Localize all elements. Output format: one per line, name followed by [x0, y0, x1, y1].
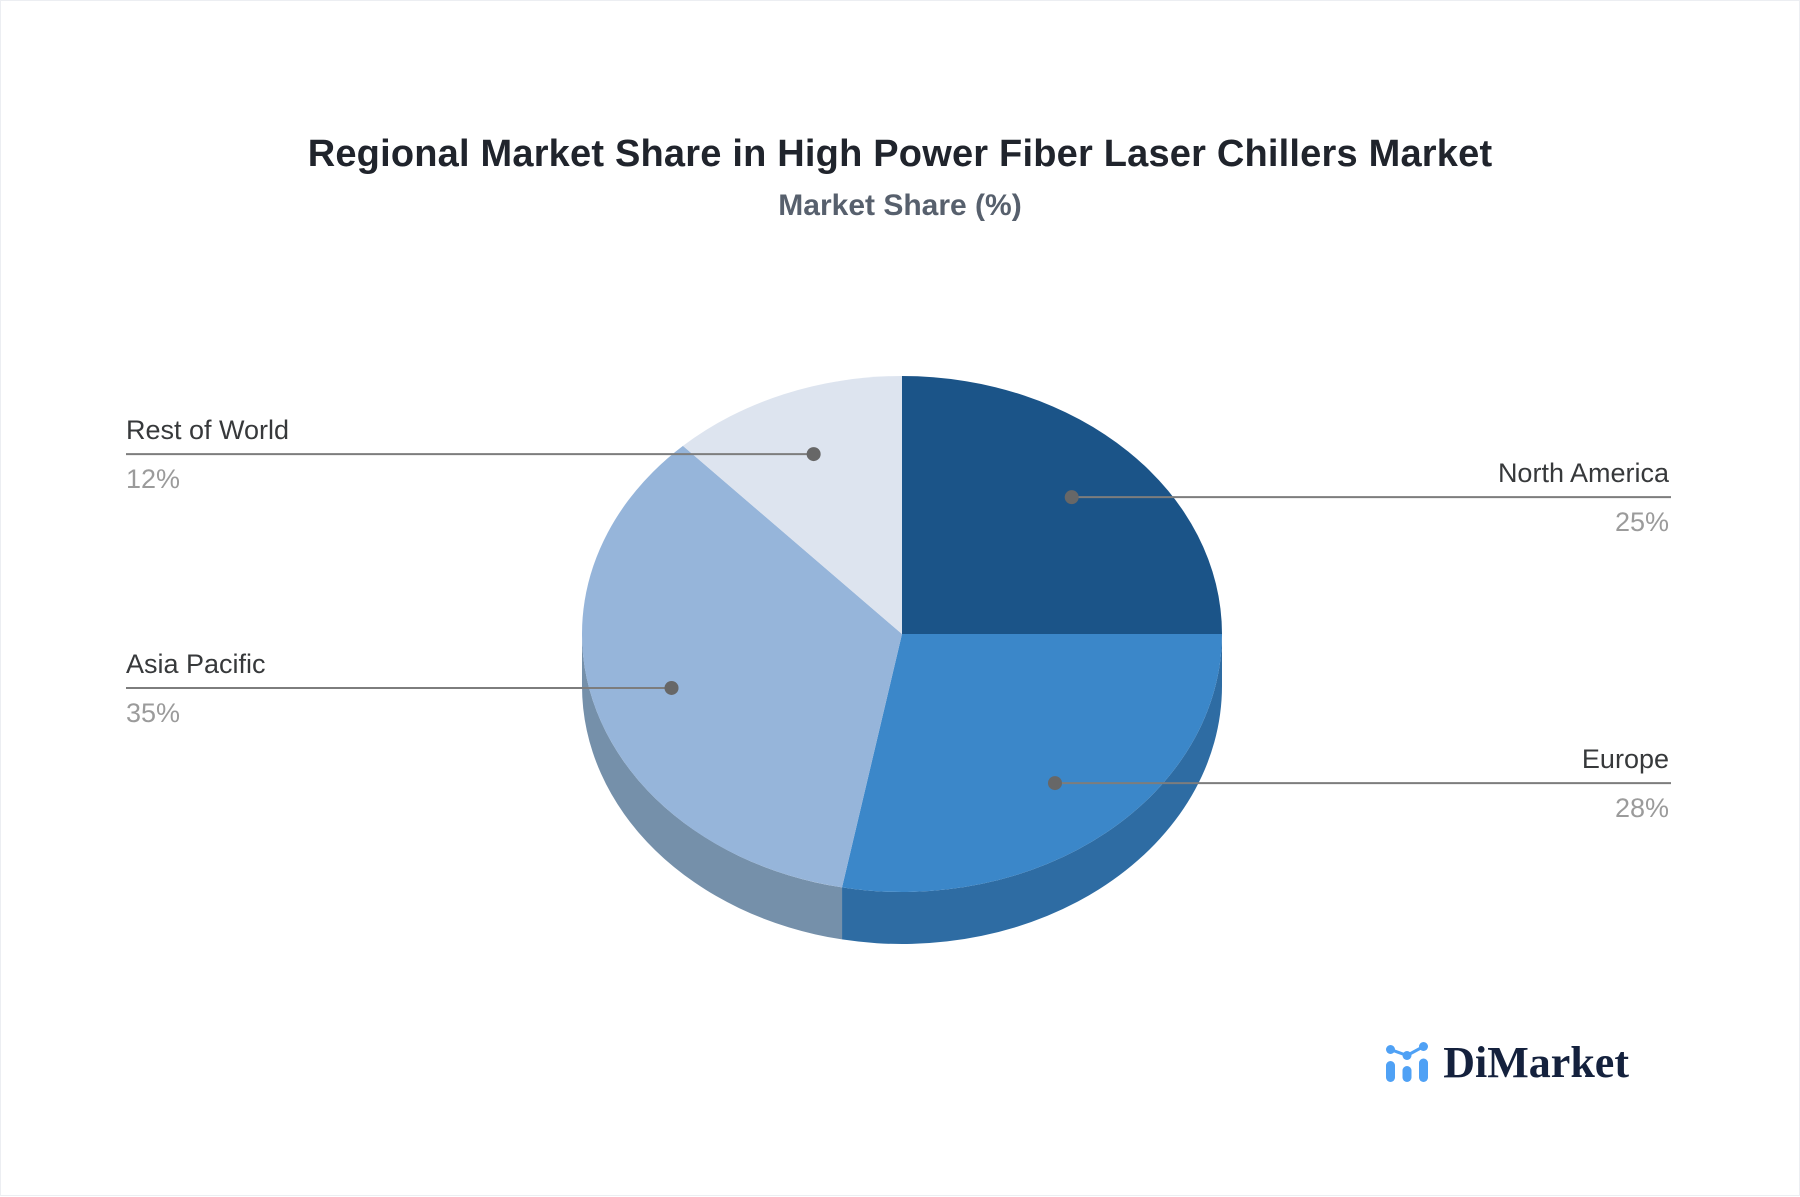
slice-value: 25%	[1614, 507, 1669, 538]
slice-value: 12%	[126, 464, 181, 495]
chart-title: Regional Market Share in High Power Fibe…	[307, 133, 1493, 175]
leader-dot	[664, 680, 679, 695]
pie-slice-rest-of-world[interactable]	[682, 376, 902, 634]
chart-header: Regional Market Share in High Power Fibe…	[1, 131, 1799, 223]
pie-slice-europe[interactable]	[842, 634, 1222, 892]
logo-text: DiMarket	[1443, 1038, 1629, 1087]
slice-value: 35%	[126, 697, 181, 728]
pie-slice-side	[842, 634, 1222, 945]
leader-dot	[806, 447, 821, 462]
pie-slice-north-america[interactable]	[902, 376, 1222, 634]
slice-name: Europe	[1581, 744, 1669, 775]
chart-subtitle: Market Share (%)	[778, 189, 1022, 222]
slice-name: Asia Pacific	[126, 648, 266, 679]
dimarket-logo: DiMarket	[1385, 1039, 1629, 1086]
slice-label-north-america: North America 25%	[1109, 457, 1669, 538]
slice-name: Rest of World	[126, 415, 290, 446]
leader-dot	[1064, 490, 1079, 505]
leader-dot	[1047, 776, 1062, 791]
slice-value: 28%	[1614, 793, 1669, 824]
pie-slice-side	[582, 634, 843, 940]
slice-name: North America	[1497, 458, 1669, 489]
bar-chart-trend-icon	[1386, 1042, 1429, 1082]
slice-label-asia-pacific: Asia Pacific 35%	[126, 648, 686, 729]
slice-label-europe: Europe 28%	[1109, 743, 1669, 824]
slice-label-rest-of-world: Rest of World 12%	[126, 414, 686, 495]
pie-slice-asia-pacific[interactable]	[582, 445, 902, 888]
